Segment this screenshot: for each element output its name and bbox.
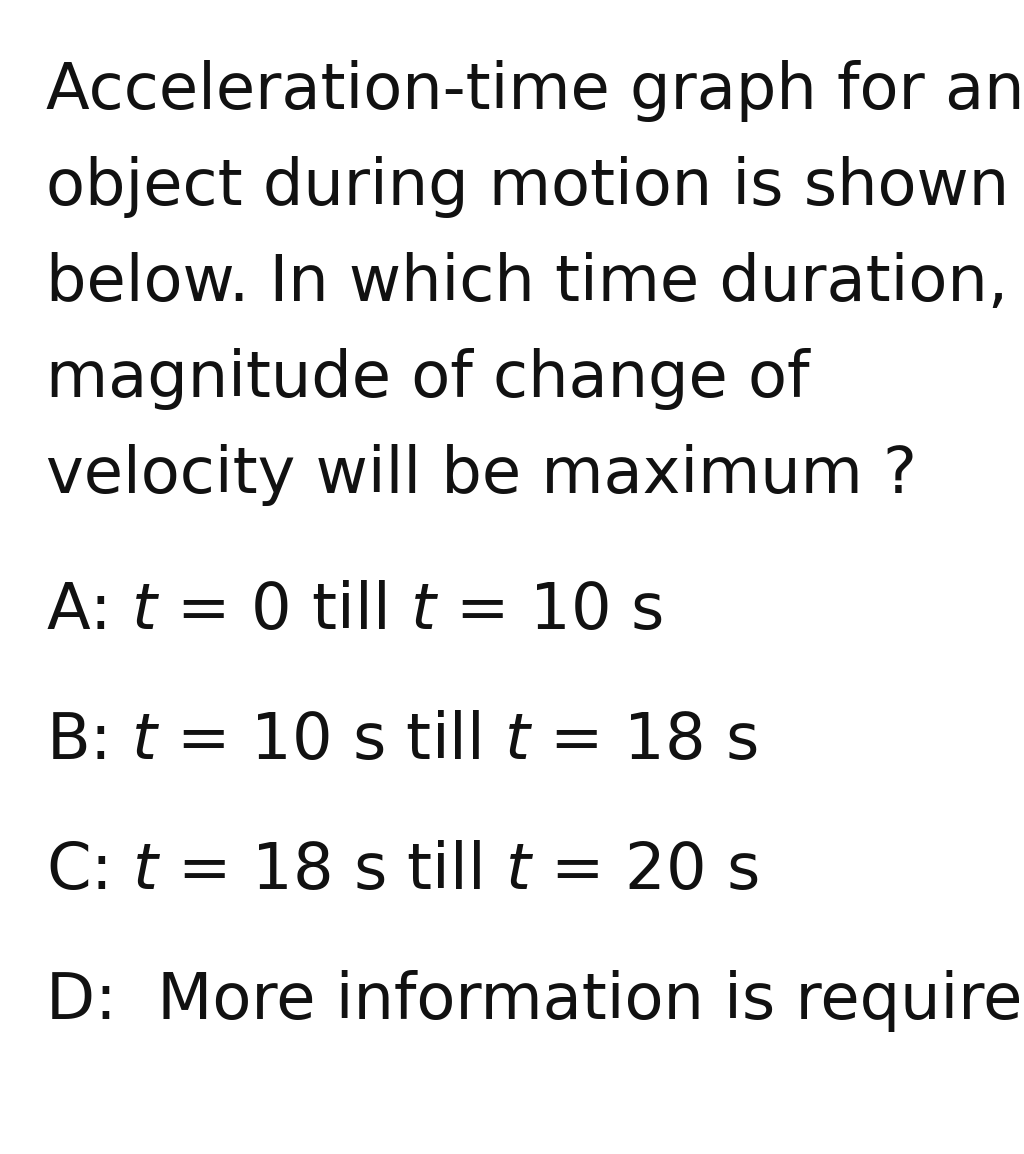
- Text: object during motion is shown: object during motion is shown: [46, 156, 1009, 218]
- Text: D:  More information is required: D: More information is required: [46, 971, 1024, 1032]
- Text: velocity will be maximum ?: velocity will be maximum ?: [46, 444, 918, 505]
- Text: below. In which time duration,: below. In which time duration,: [46, 252, 1008, 314]
- Text: B: $t$ = 10 s till $t$ = 18 s: B: $t$ = 10 s till $t$ = 18 s: [46, 710, 758, 772]
- Text: Acceleration-time graph for an: Acceleration-time graph for an: [46, 60, 1024, 122]
- Text: C: $t$ = 18 s till $t$ = 20 s: C: $t$ = 18 s till $t$ = 20 s: [46, 840, 759, 902]
- Text: A: $t$ = 0 till $t$ = 10 s: A: $t$ = 0 till $t$ = 10 s: [46, 580, 664, 642]
- Text: magnitude of change of: magnitude of change of: [46, 349, 810, 410]
